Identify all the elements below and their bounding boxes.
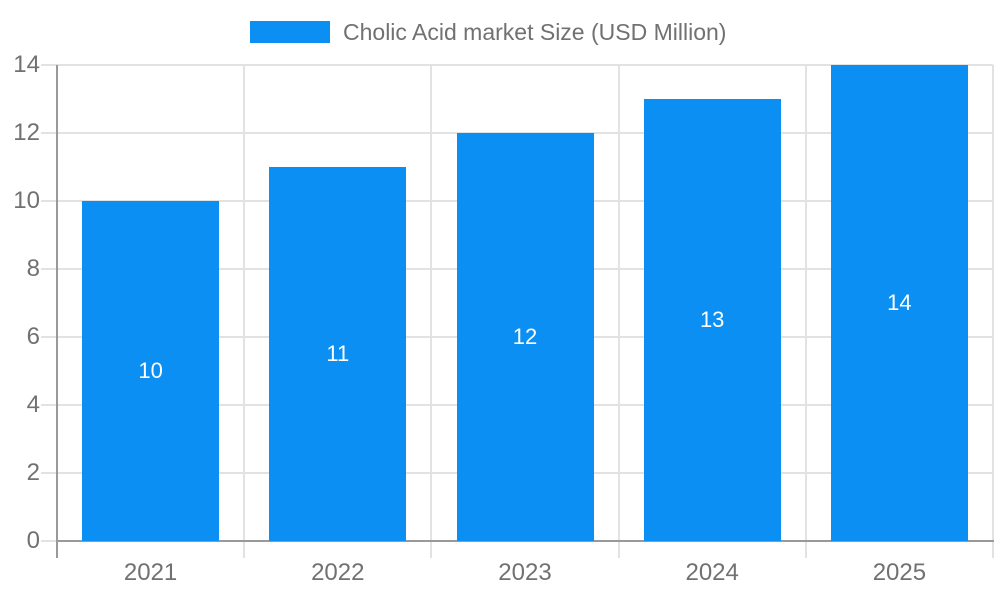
bar bbox=[82, 201, 220, 541]
bar bbox=[269, 167, 407, 541]
y-axis-line bbox=[56, 65, 58, 558]
chart-legend: Cholic Acid market Size (USD Million) bbox=[250, 20, 726, 44]
bar bbox=[456, 133, 594, 541]
bar-value-label: 14 bbox=[887, 290, 912, 315]
legend-swatch bbox=[250, 21, 330, 43]
x-tick bbox=[617, 541, 620, 558]
y-gridline bbox=[57, 64, 993, 66]
y-tick-label: 14 bbox=[13, 51, 40, 78]
x-gridline bbox=[804, 65, 807, 541]
x-gridline bbox=[992, 65, 994, 541]
y-tick bbox=[41, 268, 57, 270]
bar-value-label: 11 bbox=[326, 341, 350, 366]
x-gridline bbox=[243, 65, 246, 541]
x-tick-label: 2025 bbox=[872, 559, 927, 586]
y-tick-label: 2 bbox=[26, 459, 40, 486]
y-tick-label: 0 bbox=[26, 527, 40, 554]
y-tick bbox=[41, 132, 57, 134]
y-tick bbox=[41, 404, 57, 406]
bar-value-label: 12 bbox=[512, 324, 538, 349]
x-tick-label: 2024 bbox=[685, 559, 739, 586]
x-gridline bbox=[430, 65, 433, 541]
x-tick bbox=[992, 541, 994, 558]
y-tick-label: 12 bbox=[13, 119, 40, 146]
bar-value-label: 10 bbox=[138, 358, 163, 383]
bar-value-label: 13 bbox=[699, 307, 725, 332]
x-tick bbox=[430, 541, 433, 558]
x-tick-label: 2022 bbox=[311, 559, 365, 586]
y-tick-label: 10 bbox=[13, 187, 40, 214]
x-tick-label: 2021 bbox=[123, 559, 178, 586]
x-tick bbox=[804, 541, 807, 558]
legend-label: Cholic Acid market Size (USD Million) bbox=[343, 19, 727, 45]
x-gridline bbox=[617, 65, 620, 541]
bar bbox=[830, 65, 968, 541]
y-tick-label: 6 bbox=[26, 323, 40, 350]
y-tick-label: 4 bbox=[26, 391, 40, 418]
y-tick bbox=[41, 64, 57, 66]
x-tick-label: 2023 bbox=[498, 559, 552, 586]
x-tick bbox=[243, 541, 246, 558]
y-tick bbox=[41, 336, 57, 338]
y-tick bbox=[41, 540, 57, 542]
y-tick-label: 8 bbox=[26, 255, 40, 282]
y-tick bbox=[41, 472, 57, 474]
y-tick bbox=[41, 200, 57, 202]
bar bbox=[643, 99, 781, 541]
x-axis-line bbox=[57, 540, 994, 542]
